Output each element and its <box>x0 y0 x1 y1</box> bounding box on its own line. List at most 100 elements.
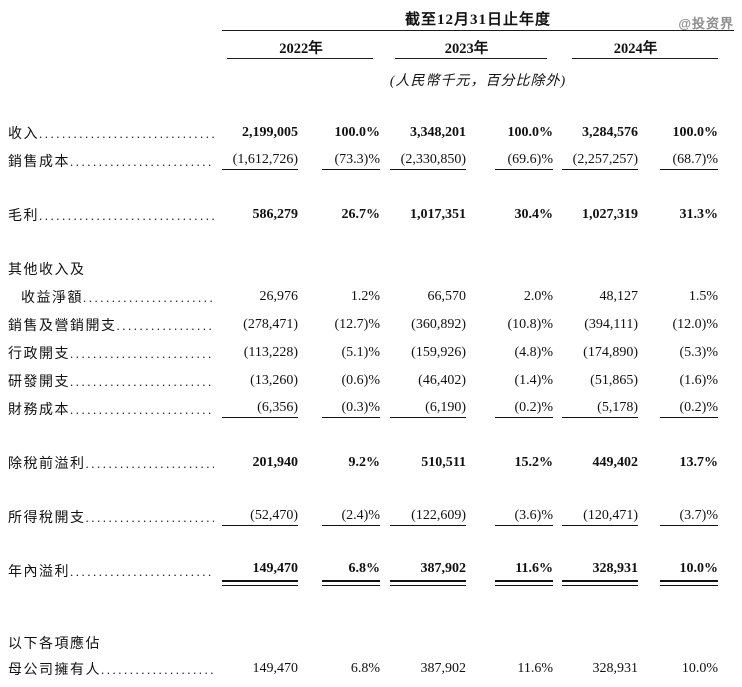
year-label: 2024年 <box>613 40 658 57</box>
cell-text: (1.4)% <box>514 372 554 388</box>
table-row: 研發開支 (13,260) (0.6)% (46,402) (1.4)% (51,865)… <box>8 367 734 395</box>
value-cell: (113,228) <box>222 345 298 362</box>
cell-text: 2.0% <box>523 288 553 304</box>
value-cell: 3,284,576 <box>553 125 638 142</box>
row-label: 所得稅開支 <box>8 507 222 527</box>
row-label-text: 財務成本 <box>8 403 70 418</box>
percent-cell: (5.1)% <box>296 345 381 362</box>
cell-text: (51,865) <box>590 372 638 388</box>
percent-cell: (4.8)% <box>466 344 554 362</box>
cell-text: 201,940 <box>252 454 299 470</box>
row-label-text: 行政開支 <box>8 347 70 362</box>
header-top-rule <box>222 30 734 31</box>
percent-cell: (68.7)% <box>638 152 718 170</box>
cell-text: 586,279 <box>252 206 299 222</box>
percent-cell: 31.3% <box>638 207 719 224</box>
cell-text: (4.8)% <box>514 344 554 360</box>
row-label: 收入 <box>8 123 222 143</box>
percent-cell: 13.7% <box>638 455 719 472</box>
table-row: 收入 2,199,005 100.0% 3,348,201 100.0% 3,284,57… <box>8 119 734 147</box>
value-cell: 328,931 <box>553 660 639 678</box>
cell-text: 1.2% <box>350 288 380 304</box>
row-label: 年內溢利 <box>8 561 222 581</box>
table-row: 所得稅開支 (52,470) (2.4)% (122,609) (3.6)% (120,4… <box>8 503 734 531</box>
cell-text: (122,609) <box>390 508 466 526</box>
cell-text: 9.2% <box>348 454 381 470</box>
percent-cell: (73.3)% <box>296 152 380 170</box>
income-statement-table: 截至12月31日止年度 2022年 2023年 2024年 (人民幣千元，百分比… <box>8 6 734 683</box>
value-cell: 149,470 <box>222 661 299 678</box>
cell-text: (13,260) <box>250 372 298 388</box>
percent-cell: (3.6)% <box>466 508 553 526</box>
value-cell: (2,257,257) <box>553 152 638 170</box>
table-row: 財務成本 (6,356) (0.3)% (6,190) (0.2)% (5,178) (0.… <box>8 395 734 423</box>
row-gap <box>8 423 734 449</box>
row-label: 研發開支 <box>8 371 222 391</box>
cell-text: 328,931 <box>592 660 639 676</box>
cell-text: 100.0% <box>672 124 719 140</box>
percent-cell: 100.0% <box>466 124 554 142</box>
value-cell: (174,890) <box>553 345 638 362</box>
cell-text: 1,017,351 <box>410 206 466 222</box>
value-cell: (13,260) <box>222 372 298 390</box>
value-cell: 48,127 <box>553 288 639 306</box>
row-label-text: 其他收入及 <box>8 263 86 278</box>
cell-text: 387,902 <box>420 660 467 676</box>
cell-text: (6,190) <box>390 400 466 418</box>
cell-text: (120,471) <box>562 508 638 526</box>
percent-cell: (12.7)% <box>296 317 381 334</box>
cell-text: (2,257,257) <box>562 152 638 170</box>
value-cell: 149,470 <box>222 561 298 586</box>
cell-text: 48,127 <box>599 288 639 304</box>
cell-text: 11.6% <box>495 561 553 586</box>
percent-cell: (3.7)% <box>638 508 718 526</box>
percent-cell: (2.4)% <box>296 508 380 526</box>
dot-leader <box>86 510 215 527</box>
cell-text: 30.4% <box>514 206 554 222</box>
dot-leader <box>83 290 214 307</box>
cell-text: (1,612,726) <box>222 152 298 170</box>
cell-text: 6.8% <box>350 660 380 676</box>
table-row: 年內溢利 149,470 6.8% 387,902 11.6% 328,931 10.0% <box>8 557 734 586</box>
value-cell: (6,190) <box>380 400 466 418</box>
year-header-2022: 2022年 <box>222 31 380 59</box>
cell-text: (5.3)% <box>679 344 719 360</box>
year-header-2024: 2024年 <box>553 31 718 59</box>
year-header-2023: 2023年 <box>380 31 553 59</box>
row-label: 母公司擁有人 <box>8 659 222 679</box>
cell-text: (5,178) <box>562 400 638 418</box>
percent-cell: 10.0% <box>638 661 718 678</box>
cell-text: (159,926) <box>411 344 466 360</box>
cell-text: 1,027,319 <box>582 206 638 222</box>
cell-text: 15.2% <box>514 454 554 470</box>
row-label-text: 除稅前溢利 <box>8 457 86 472</box>
percent-cell: 100.0% <box>638 124 719 142</box>
table-row: 以下各項應佔 <box>8 631 734 655</box>
percent-cell: 26.7% <box>296 207 381 224</box>
percent-cell: (1.4)% <box>466 372 554 390</box>
percent-cell: (12.0)% <box>638 317 719 334</box>
cell-text: (3.7)% <box>660 508 718 526</box>
value-cell: 510,511 <box>380 455 466 472</box>
value-cell: (394,111) <box>553 317 638 334</box>
cell-text: (52,470) <box>222 508 298 526</box>
dot-leader <box>70 154 214 171</box>
percent-cell: 11.6% <box>466 661 553 678</box>
value-cell: 26,976 <box>222 289 299 306</box>
row-label: 其他收入及 <box>8 259 222 279</box>
percent-cell: 1.2% <box>296 289 380 306</box>
value-cell: (120,471) <box>553 508 638 526</box>
value-cell: 2,199,005 <box>222 125 298 142</box>
cell-text: 100.0% <box>507 124 554 140</box>
percent-cell: 1.5% <box>638 289 718 306</box>
row-label-text: 所得稅開支 <box>8 511 86 526</box>
value-cell: 387,902 <box>380 561 466 586</box>
dot-leader <box>86 456 215 473</box>
cell-text: (0.2)% <box>660 400 718 418</box>
row-label-text: 銷售成本 <box>8 155 70 170</box>
row-label-text: 銷售及營銷開支 <box>8 319 117 334</box>
table-row: 其他收入及 <box>8 255 734 283</box>
value-cell: 3,348,201 <box>380 125 466 142</box>
row-gap <box>8 531 734 557</box>
table-row: 銷售及營銷開支 (278,471) (12.7)% (360,892) (10.8)% (… <box>8 311 734 339</box>
